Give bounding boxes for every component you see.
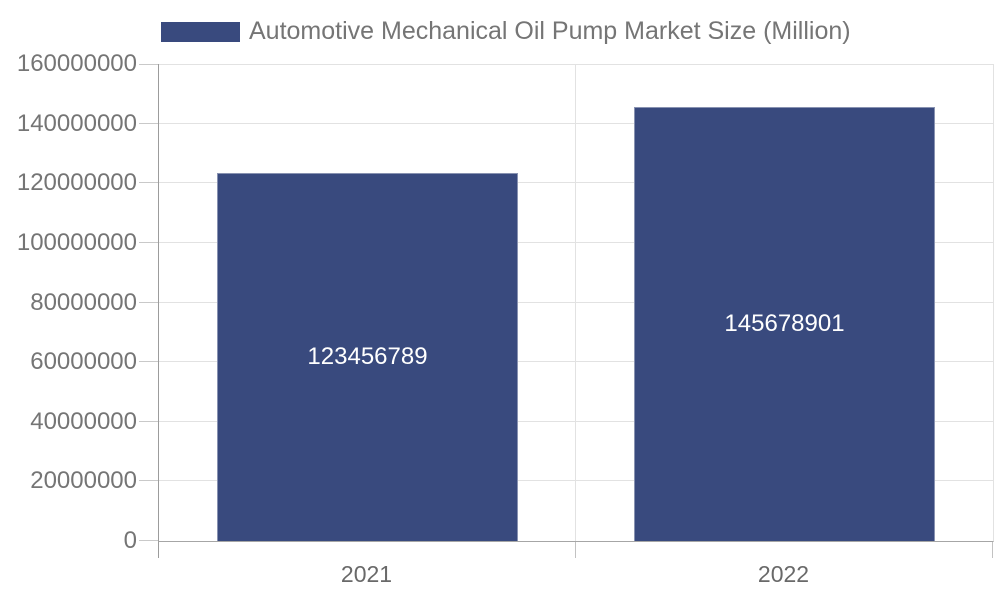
legend-swatch [161,22,240,42]
y-axis-tick-label: 60000000 [0,348,137,376]
x-axis-tick [158,542,159,558]
y-axis-tick [139,361,158,362]
y-axis-tick-label: 20000000 [0,467,137,495]
bar-chart: Automotive Mechanical Oil Pump Market Si… [0,0,1000,600]
y-axis-tick-label: 0 [0,527,137,555]
legend: Automotive Mechanical Oil Pump Market Si… [161,17,851,46]
y-axis-tick-label: 80000000 [0,289,137,317]
y-axis-tick-label: 140000000 [0,110,137,138]
gridline-vertical [575,64,576,541]
y-axis-tick-label: 120000000 [0,169,137,197]
y-axis-tick [139,421,158,422]
legend-label: Automotive Mechanical Oil Pump Market Si… [249,17,851,46]
y-axis-tick [139,182,158,183]
y-axis-tick [139,302,158,303]
y-axis-tick [139,123,158,124]
y-axis-tick [139,480,158,481]
y-axis-tick [139,540,158,541]
bar-value-label: 145678901 [634,310,935,338]
y-axis-tick [139,242,158,243]
y-axis-tick-label: 40000000 [0,408,137,436]
y-axis-tick [139,64,158,65]
y-axis-tick-label: 160000000 [0,50,137,78]
y-axis-tick-label: 100000000 [0,229,137,257]
x-axis-tick [992,542,993,558]
x-axis-tick-label: 2022 [684,560,884,588]
x-axis-tick [575,542,576,558]
bar-value-label: 123456789 [217,343,518,371]
plot-area: 123456789 145678901 [158,64,994,542]
x-axis-tick-label: 2021 [267,560,467,588]
gridline-horizontal [159,64,993,65]
